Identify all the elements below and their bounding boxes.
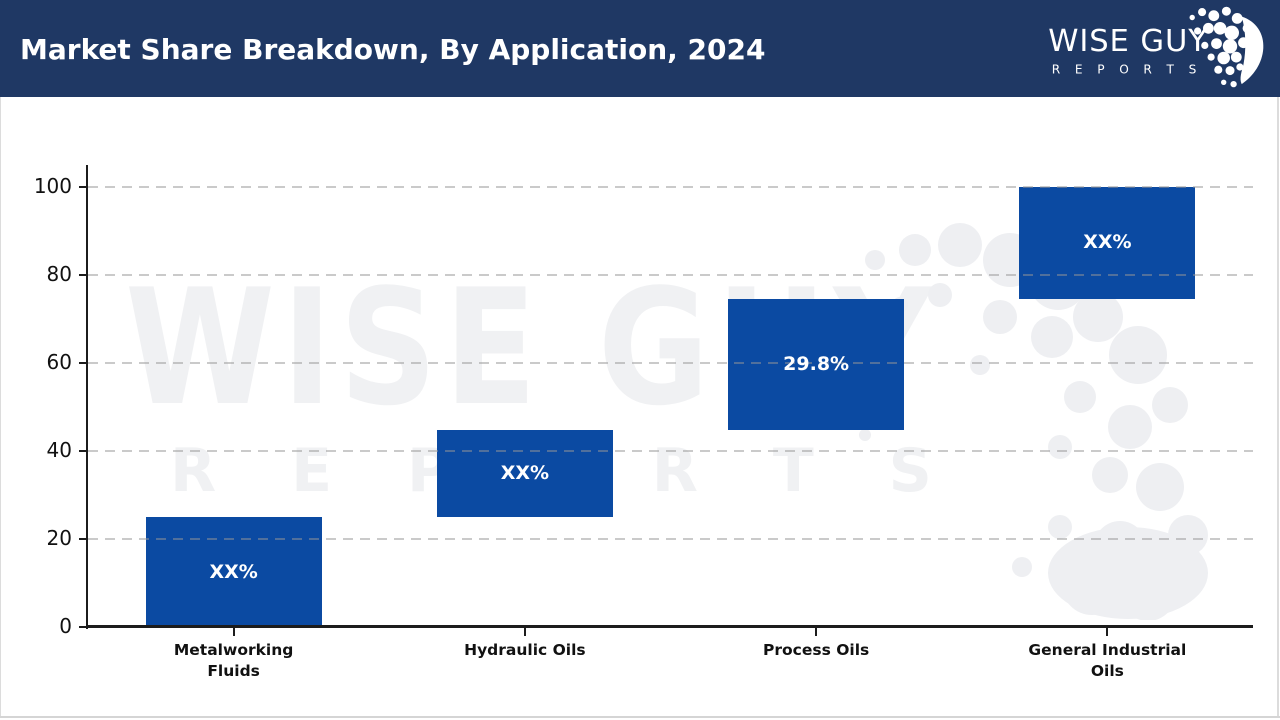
x-tick-process-oils <box>815 628 818 636</box>
gridline-20 <box>88 538 1253 540</box>
x-category-label-hydraulic-oils: Hydraulic Oils <box>464 641 586 659</box>
x-tick-general-industrial-oils <box>1106 628 1109 636</box>
x-category-label-metalworking-fluids: Metalworking Fluids <box>173 641 294 680</box>
page-left-border <box>0 97 1 716</box>
y-tick-80 <box>79 274 86 276</box>
bar-hydraulic-oils <box>436 429 613 517</box>
header-bar: Market Share Breakdown, By Application, … <box>0 0 1280 97</box>
gridline-60 <box>88 362 1253 364</box>
y-tick-label-60: 60 <box>46 350 72 374</box>
y-tick-0 <box>79 626 86 628</box>
logo-reports-text: R E P O R T S <box>1052 62 1202 76</box>
chart-title: Market Share Breakdown, By Application, … <box>20 33 766 66</box>
x-tick-metalworking-fluids <box>232 628 235 636</box>
x-axis-line <box>86 625 1253 628</box>
y-axis-line <box>86 165 88 629</box>
gridline-40 <box>88 450 1253 452</box>
x-category-label-process-oils: Process Oils <box>763 641 870 659</box>
logo-wordmark: WISE GUY <box>1048 24 1208 59</box>
x-tick-hydraulic-oils <box>523 628 526 636</box>
y-tick-20 <box>79 538 86 540</box>
y-tick-label-20: 20 <box>46 526 72 550</box>
page-right-border <box>1277 97 1279 716</box>
bar-value-label-hydraulic-oils: XX% <box>500 461 550 484</box>
bar-metalworking-fluids <box>145 517 322 627</box>
bar-process-oils <box>728 298 905 430</box>
y-tick-40 <box>79 450 86 452</box>
y-tick-label-0: 0 <box>59 614 72 638</box>
wiseguy-logo: WISE GUY R E P O R T S <box>1048 6 1264 88</box>
bar-value-label-metalworking-fluids: XX% <box>209 561 258 583</box>
y-tick-label-100: 100 <box>33 174 72 198</box>
logo-face-shape <box>1240 16 1264 85</box>
x-category-label-general-industrial-oils: General Industrial Oils <box>1028 641 1187 680</box>
y-tick-100 <box>79 186 86 188</box>
bar-value-label-general-industrial-oils: XX% <box>1083 231 1132 253</box>
logo-dots <box>1189 6 1252 88</box>
bar-value-label-process-oils: 29.8% <box>783 352 850 375</box>
y-tick-60 <box>79 362 86 364</box>
gridline-80 <box>88 274 1253 276</box>
bar-general-industrial-oils <box>1019 187 1196 299</box>
page-bottom-border <box>0 716 1280 718</box>
y-tick-label-80: 80 <box>46 262 72 286</box>
gridline-100 <box>88 186 1253 188</box>
y-tick-label-40: 40 <box>46 438 72 462</box>
